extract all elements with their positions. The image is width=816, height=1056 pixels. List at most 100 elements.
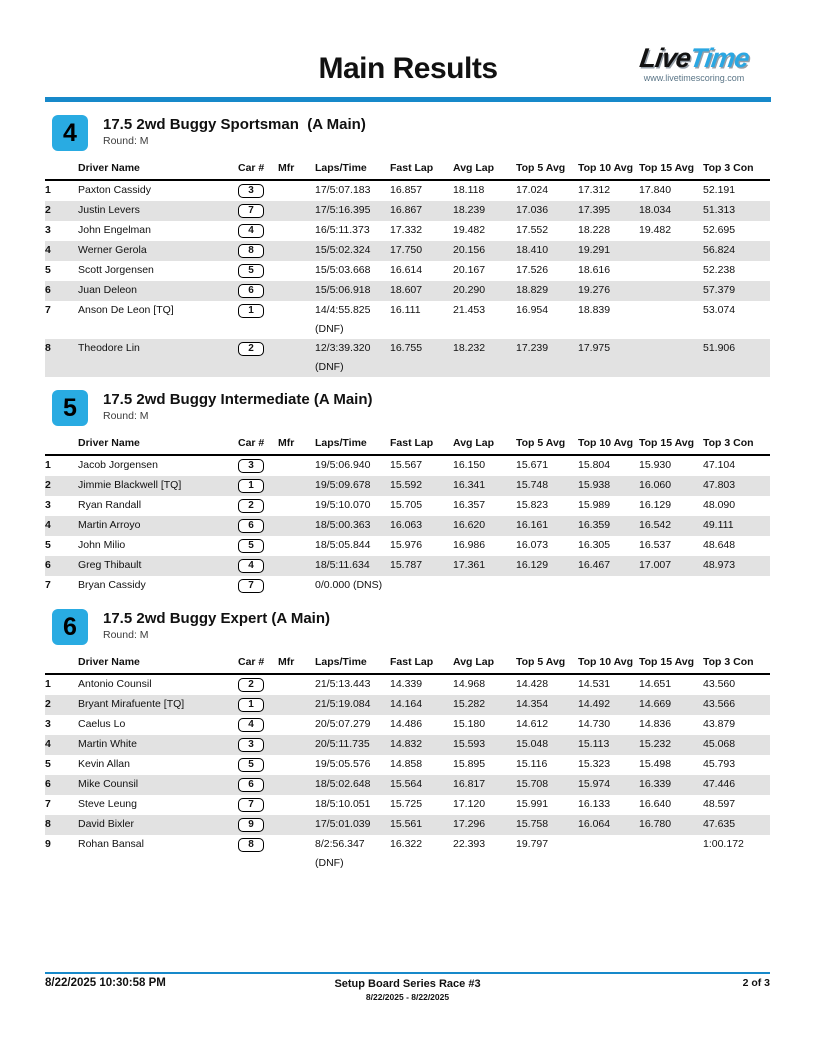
car-number-badge: 3 xyxy=(238,738,264,752)
avg-cell: 16.620 xyxy=(453,519,486,531)
column-header: Laps/Time xyxy=(315,653,390,675)
mfr-cell xyxy=(278,180,315,201)
page-title: Main Results xyxy=(318,52,498,85)
laps-time-cell: 18/5:00.363 xyxy=(315,519,371,531)
result-row: 4 Martin Arroyo 6 18/5:00.363 16.063 16.620 16… xyxy=(45,516,770,536)
fast-cell: 16.063 xyxy=(390,519,423,531)
car-number-cell: 6 xyxy=(238,281,278,301)
car-number-badge: 7 xyxy=(238,204,264,218)
fast-cell: 15.592 xyxy=(390,479,423,491)
top3-cell: 49.111 xyxy=(703,519,734,531)
car-number-badge: 8 xyxy=(238,838,264,852)
column-header: Top 3 Con xyxy=(703,434,770,456)
car-number-badge: 7 xyxy=(238,798,264,812)
top5-cell: 17.024 xyxy=(516,184,549,196)
result-row: 4 Werner Gerola 8 15/5:02.324 17.750 20.156 18… xyxy=(45,241,770,261)
laps-time-cell: 21/5:19.084 xyxy=(315,698,371,710)
top3-cell: 57.379 xyxy=(703,284,736,296)
position-cell: 9 xyxy=(45,838,51,850)
top5-cell: 18.829 xyxy=(516,284,549,296)
laps-time-cell: 17/5:16.395 xyxy=(315,204,371,216)
avg-cell: 19.482 xyxy=(453,224,486,236)
car-number-badge: 3 xyxy=(238,184,264,198)
fast-cell: 15.564 xyxy=(390,778,423,790)
footer-page-number: 2 of 3 xyxy=(742,977,770,989)
fast-cell: 16.755 xyxy=(390,342,423,354)
position-cell: 8 xyxy=(45,342,51,354)
section-round: Round: M xyxy=(103,410,149,422)
results-table: Driver Name Car # Mfr Laps/Time Fast Lap Avg … xyxy=(45,653,770,873)
result-row: 2 Jimmie Blackwell [TQ] 1 19/5:09.678 15.592… xyxy=(45,476,770,496)
result-row: 9 Rohan Bansal 8 8/2:56.347 (DNF) 16.322 22.39… xyxy=(45,835,770,873)
fast-cell: 14.164 xyxy=(390,698,423,710)
fast-cell: 15.787 xyxy=(390,559,423,571)
position-cell: 3 xyxy=(45,718,51,730)
fast-cell: 15.561 xyxy=(390,818,423,830)
car-number-cell: 3 xyxy=(238,180,278,201)
top15-cell: 16.542 xyxy=(639,519,672,531)
laps-time-cell: 18/5:02.648 xyxy=(315,778,371,790)
top10-cell: 18.228 xyxy=(578,224,611,236)
mfr-cell xyxy=(278,715,315,735)
results-body: 1 Jacob Jorgensen 3 19/5:06.940 15.567 16.150… xyxy=(45,455,770,596)
top10-cell xyxy=(578,576,639,596)
car-number-cell: 7 xyxy=(238,201,278,221)
top10-cell: 17.395 xyxy=(578,204,611,216)
section-title: 17.5 2wd Buggy Sportsman (A Main) xyxy=(103,116,366,133)
column-header: Fast Lap xyxy=(390,434,453,456)
mfr-cell xyxy=(278,775,315,795)
top5-cell: 18.410 xyxy=(516,244,549,256)
logo-url: www.livetimescoring.com xyxy=(643,73,745,83)
livetime-logo-text: LiveTime xyxy=(638,43,751,73)
top15-cell xyxy=(639,281,703,301)
race-section: 6 17.5 2wd Buggy Expert (A Main) Round: … xyxy=(45,609,771,873)
mfr-cell xyxy=(278,221,315,241)
column-header: Driver Name xyxy=(78,434,238,456)
avg-cell: 18.239 xyxy=(453,204,486,216)
avg-cell: 18.118 xyxy=(453,184,485,196)
column-header xyxy=(45,159,78,181)
column-header: Mfr xyxy=(278,653,315,675)
top3-cell: 47.104 xyxy=(703,459,736,471)
mfr-cell xyxy=(278,536,315,556)
driver-cell: Kevin Allan xyxy=(78,758,130,770)
footer-rule xyxy=(45,972,770,974)
top10-cell: 17.312 xyxy=(578,184,611,196)
fast-cell: 16.322 xyxy=(390,838,423,850)
mfr-cell xyxy=(278,339,315,377)
avg-cell: 15.593 xyxy=(453,738,486,750)
result-row: 6 Greg Thibault 4 18/5:11.634 15.787 17.361 16… xyxy=(45,556,770,576)
top15-cell: 14.836 xyxy=(639,718,672,730)
result-row: 3 Caelus Lo 4 20/5:07.279 14.486 15.180 14.612… xyxy=(45,715,770,735)
mfr-cell xyxy=(278,695,315,715)
top3-cell: 45.793 xyxy=(703,758,736,770)
top15-cell: 15.232 xyxy=(639,738,672,750)
position-cell: 5 xyxy=(45,539,51,551)
driver-cell: Jimmie Blackwell [TQ] xyxy=(78,479,182,491)
footer-event-dates: 8/22/2025 - 8/22/2025 xyxy=(365,992,450,1002)
top10-cell: 18.616 xyxy=(578,264,611,276)
avg-cell: 16.986 xyxy=(453,539,486,551)
top3-cell xyxy=(703,576,770,596)
top15-cell xyxy=(639,339,703,377)
position-cell: 3 xyxy=(45,224,51,236)
position-cell: 6 xyxy=(45,559,51,571)
driver-cell: Bryan Cassidy xyxy=(78,579,146,591)
fast-cell: 14.832 xyxy=(390,738,423,750)
laps-time-cell: 17/5:07.183 xyxy=(315,184,371,196)
car-number-cell: 6 xyxy=(238,775,278,795)
column-header: Top 15 Avg xyxy=(639,653,703,675)
top10-cell: 14.730 xyxy=(578,718,611,730)
section-title: 17.5 2wd Buggy Intermediate (A Main) xyxy=(103,391,373,408)
top10-cell: 15.113 xyxy=(578,738,610,750)
top15-cell xyxy=(639,241,703,261)
top3-cell: 53.074 xyxy=(703,304,736,316)
driver-cell: Anson De Leon [TQ] xyxy=(78,304,174,316)
mfr-cell xyxy=(278,241,315,261)
column-header: Laps/Time xyxy=(315,159,390,181)
car-number-badge: 6 xyxy=(238,778,264,792)
livetime-logo: LiveTime www.livetimescoring.com xyxy=(614,43,774,83)
car-number-cell: 4 xyxy=(238,715,278,735)
result-row: 8 David Bixler 9 17/5:01.039 15.561 17.296 15.… xyxy=(45,815,770,835)
car-number-badge: 1 xyxy=(238,479,264,493)
